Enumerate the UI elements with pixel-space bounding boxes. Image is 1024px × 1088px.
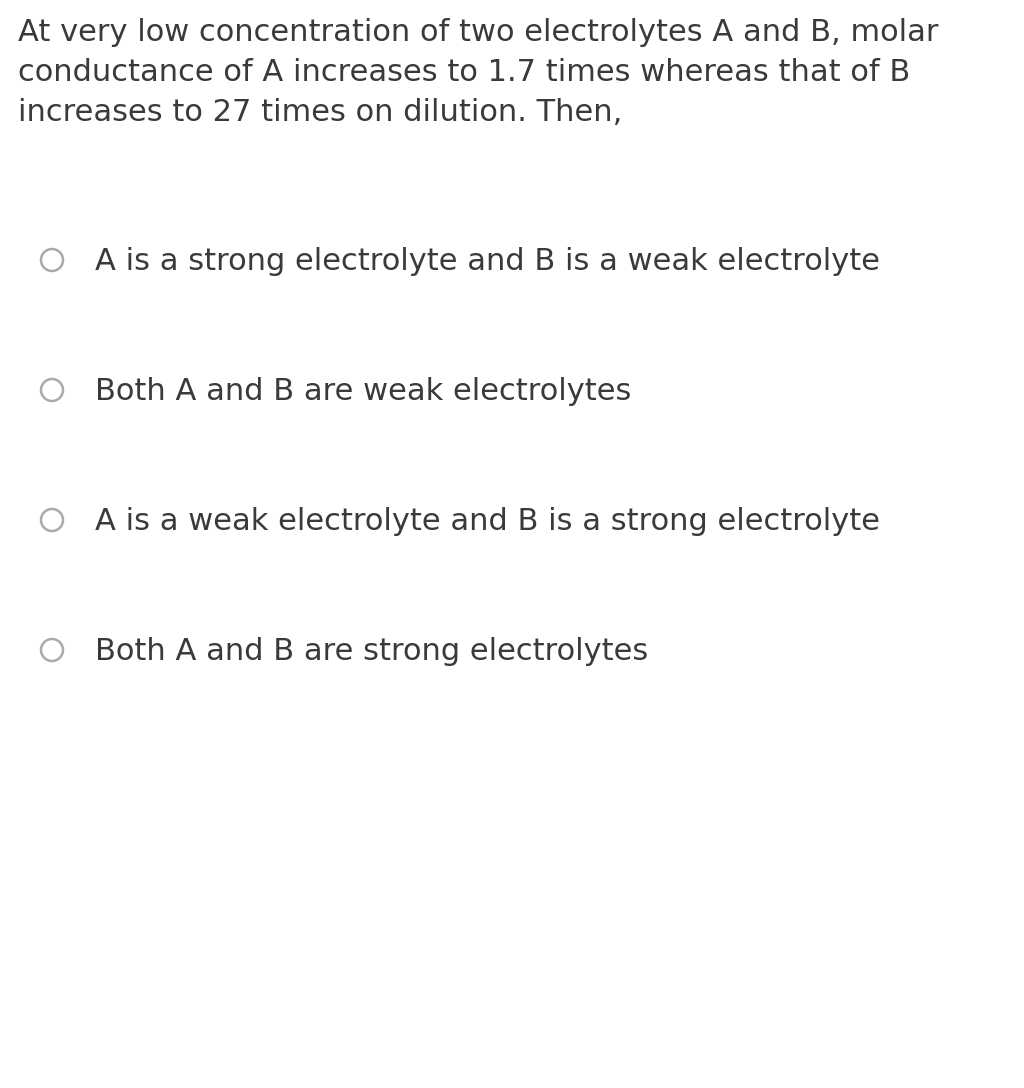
- Text: Both A and B are weak electrolytes: Both A and B are weak electrolytes: [95, 378, 632, 407]
- Text: A is a strong electrolyte and B is a weak electrolyte: A is a strong electrolyte and B is a wea…: [95, 247, 880, 276]
- Text: At very low concentration of two electrolytes A and B, molar: At very low concentration of two electro…: [18, 18, 939, 47]
- Text: Both A and B are strong electrolytes: Both A and B are strong electrolytes: [95, 638, 648, 667]
- Text: increases to 27 times on dilution. Then,: increases to 27 times on dilution. Then,: [18, 98, 623, 127]
- Text: conductance of A increases to 1.7 times whereas that of B: conductance of A increases to 1.7 times …: [18, 58, 910, 87]
- Text: A is a weak electrolyte and B is a strong electrolyte: A is a weak electrolyte and B is a stron…: [95, 507, 880, 536]
